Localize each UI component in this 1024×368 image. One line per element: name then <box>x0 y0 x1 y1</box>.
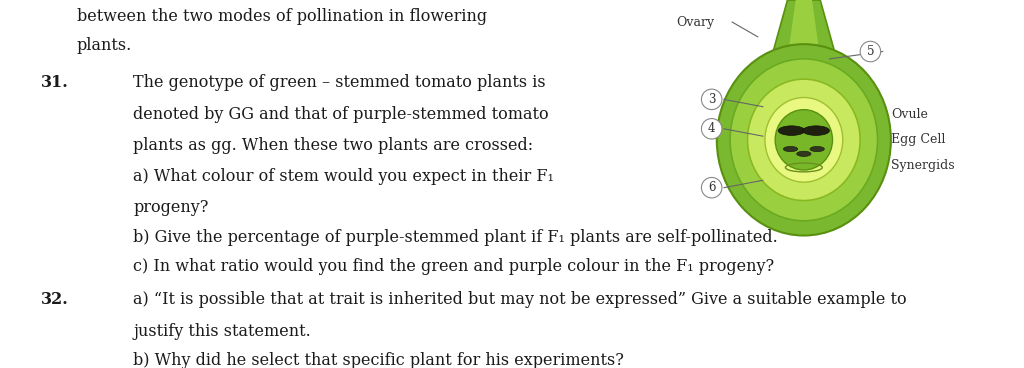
Ellipse shape <box>701 118 722 139</box>
Text: b) Give the percentage of purple-stemmed plant if F₁ plants are self-pollinated.: b) Give the percentage of purple-stemmed… <box>133 229 778 246</box>
Text: 31.: 31. <box>41 74 69 91</box>
Ellipse shape <box>775 110 833 170</box>
Text: justify this statement.: justify this statement. <box>133 323 311 340</box>
Text: plants.: plants. <box>77 38 132 54</box>
Text: 6: 6 <box>708 181 716 194</box>
Ellipse shape <box>860 41 881 62</box>
Text: 4: 4 <box>708 122 716 135</box>
Polygon shape <box>771 0 837 59</box>
Text: 3: 3 <box>708 93 716 106</box>
Text: denoted by GG and that of purple-stemmed tomato: denoted by GG and that of purple-stemmed… <box>133 106 549 123</box>
Ellipse shape <box>730 59 878 221</box>
Text: a) What colour of stem would you expect in their F₁: a) What colour of stem would you expect … <box>133 168 554 185</box>
Ellipse shape <box>748 79 860 201</box>
Ellipse shape <box>701 177 722 198</box>
Text: The genotype of green – stemmed tomato plants is: The genotype of green – stemmed tomato p… <box>133 74 546 91</box>
Circle shape <box>803 126 829 135</box>
Text: Ovary: Ovary <box>676 15 714 29</box>
Text: c) In what ratio would you find the green and purple colour in the F₁ progeny?: c) In what ratio would you find the gree… <box>133 258 774 275</box>
Ellipse shape <box>765 98 843 182</box>
Ellipse shape <box>717 44 891 236</box>
Polygon shape <box>787 0 820 59</box>
Circle shape <box>810 146 824 152</box>
Text: Ovule: Ovule <box>891 107 928 121</box>
Text: a) “It is possible that at trait is inherited but may not be expressed” Give a s: a) “It is possible that at trait is inhe… <box>133 291 906 308</box>
Text: progeny?: progeny? <box>133 199 209 216</box>
Circle shape <box>783 146 798 152</box>
Circle shape <box>778 126 805 135</box>
Circle shape <box>797 151 811 156</box>
Text: 32.: 32. <box>41 291 69 308</box>
Text: 5: 5 <box>866 45 874 58</box>
Ellipse shape <box>701 89 722 110</box>
Text: between the two modes of pollination in flowering: between the two modes of pollination in … <box>77 8 487 25</box>
Text: Synergids: Synergids <box>891 159 954 172</box>
Text: plants as gg. When these two plants are crossed:: plants as gg. When these two plants are … <box>133 137 534 154</box>
Text: Egg Cell: Egg Cell <box>891 133 945 146</box>
Text: b) Why did he select that specific plant for his experiments?: b) Why did he select that specific plant… <box>133 352 624 368</box>
